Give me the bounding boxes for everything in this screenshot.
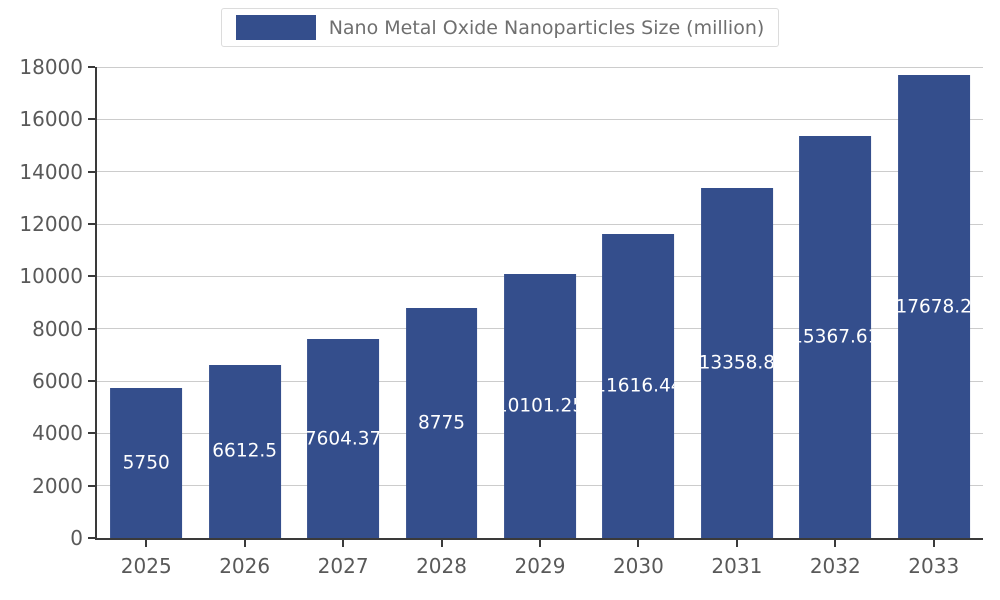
- x-tick-label: 2027: [317, 554, 369, 578]
- y-tick-label: 8000: [32, 316, 83, 341]
- x-axis-tick: [834, 540, 837, 547]
- plot-area: 5750 2025 6612.5 2026 7604.37 2027 8775 2028 101…: [19, 55, 983, 578]
- bar: 6612.5: [208, 364, 281, 538]
- legend-label: Nano Metal Oxide Nanoparticles Size (mil…: [328, 16, 765, 39]
- y-axis-tick: [88, 66, 95, 68]
- y-tick-label: 12000: [19, 212, 83, 236]
- y-axis-tick: [88, 275, 95, 278]
- y-tick-label: 6000: [32, 369, 83, 393]
- y-axis-tick: [88, 170, 95, 173]
- bars-container: 5750 2025 6612.5 2026 7604.37 2027 8775 2028 101…: [97, 67, 983, 578]
- x-axis-tick: [735, 540, 738, 547]
- bar-value-label: 6612.5: [212, 440, 278, 462]
- y-tick-label: 4000: [32, 421, 83, 446]
- y-axis-tick: [88, 432, 95, 435]
- bar-value-label: 11616.44: [602, 375, 674, 397]
- y-tick-label: 14000: [19, 159, 83, 184]
- x-tick-label: 2031: [711, 554, 763, 578]
- bar: 17678.2: [897, 75, 970, 538]
- x-axis-tick: [440, 540, 443, 547]
- bar: 13358.8: [700, 188, 773, 538]
- category-slot: 6612.5 2026: [195, 67, 293, 578]
- bar-value-label: 13358.8: [700, 352, 773, 374]
- bar-value-label: 10101.25: [504, 395, 576, 417]
- x-tick-label: 2026: [219, 554, 271, 578]
- category-slot: 17678.2 2033: [885, 67, 983, 578]
- bar-value-label: 5750: [122, 452, 170, 474]
- x-axis-tick: [637, 540, 640, 547]
- x-tick-label: 2032: [809, 554, 861, 578]
- x-tick-label: 2030: [612, 554, 664, 578]
- y-axis-tick: [88, 484, 95, 487]
- category-slot: 11616.44 2030: [589, 67, 687, 578]
- y-tick-label: 0: [70, 526, 83, 550]
- legend-box: Nano Metal Oxide Nanoparticles Size (mil…: [220, 8, 780, 47]
- legend-swatch: [235, 15, 316, 40]
- bar: 5750: [110, 387, 183, 538]
- category-slot: 13358.8 2031: [688, 67, 786, 578]
- gridline: [97, 223, 983, 225]
- x-axis-tick: [932, 540, 935, 547]
- x-tick-label: 2025: [120, 554, 172, 578]
- bar-value-label: 7604.37: [307, 428, 380, 450]
- y-tick-label: 18000: [19, 55, 83, 79]
- x-axis-tick: [342, 540, 345, 547]
- x-axis-tick: [243, 540, 246, 547]
- bar: 10101.25: [504, 273, 576, 538]
- y-axis-tick: [88, 537, 95, 539]
- y-axis-tick: [88, 223, 95, 225]
- y-tick-label: 16000: [19, 107, 83, 132]
- x-tick-label: 2028: [416, 554, 467, 578]
- x-tick-label: 2029: [514, 554, 566, 578]
- category-slot: 7604.37 2027: [294, 67, 392, 578]
- legend: Nano Metal Oxide Nanoparticles Size (mil…: [0, 8, 1000, 47]
- bar: 11616.44: [602, 234, 675, 538]
- gridline: [97, 118, 983, 120]
- category-slot: 8775 2028: [392, 67, 490, 578]
- gridline: [97, 171, 983, 173]
- category-slot: 10101.25 2029: [491, 67, 589, 578]
- gridline: [97, 66, 983, 68]
- y-axis-tick: [88, 327, 95, 330]
- x-tick-label: 2033: [908, 554, 960, 578]
- category-slot: 5750 2025: [97, 67, 195, 578]
- y-axis-tick: [88, 380, 95, 382]
- y-tick-label: 2000: [32, 473, 83, 498]
- y-tick-label: 10000: [19, 264, 83, 289]
- y-axis-tick: [88, 118, 95, 121]
- x-axis-tick: [145, 540, 148, 547]
- bar: 7604.37: [307, 339, 380, 538]
- bar: 8775: [405, 308, 478, 538]
- bar-value-label: 17678.2: [897, 296, 970, 318]
- bar-value-label: 8775: [417, 412, 466, 434]
- x-axis-tick: [538, 540, 541, 547]
